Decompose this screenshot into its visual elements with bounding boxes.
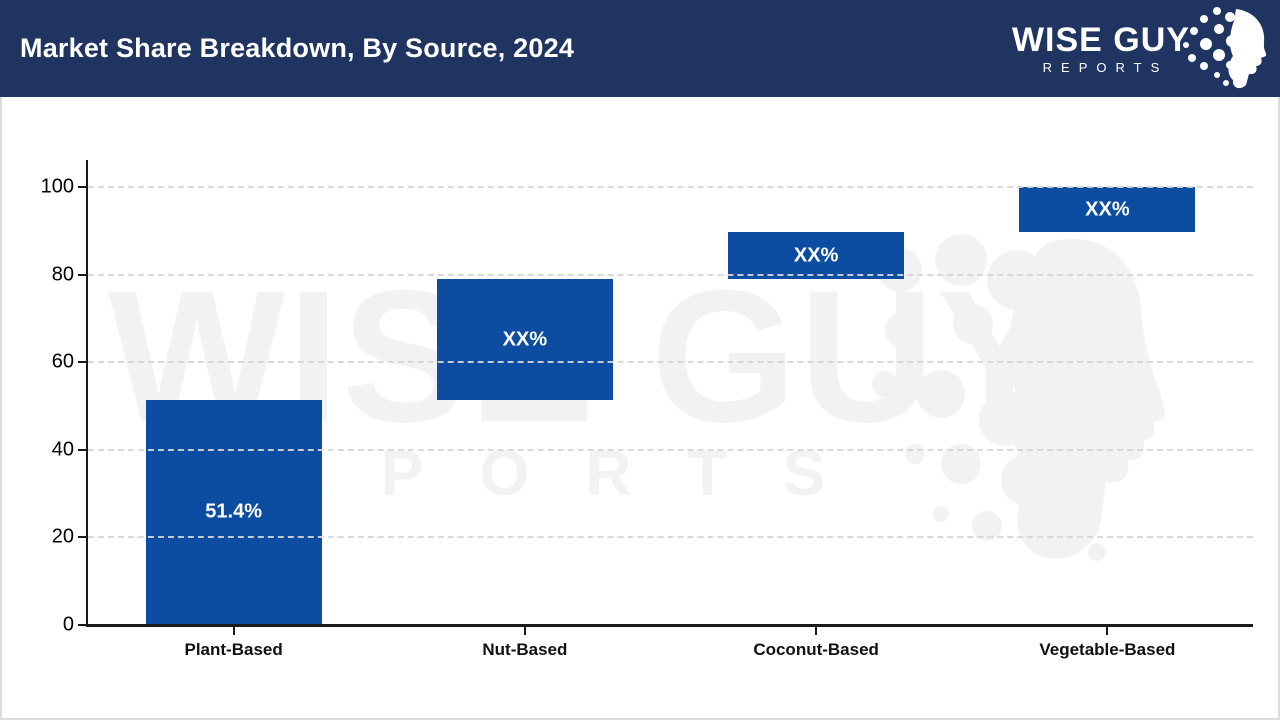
y-tick-mark	[78, 273, 86, 276]
bar-segment	[145, 399, 322, 625]
y-tick-mark	[78, 448, 86, 451]
y-tick-label: 100	[40, 175, 74, 198]
gridline	[88, 361, 1253, 364]
header-banner: Market Share Breakdown, By Source, 2024 …	[0, 0, 1280, 97]
logo-subtext: REPORTS	[1042, 59, 1169, 75]
y-tick-label: 0	[62, 613, 74, 636]
y-tick-mark	[78, 361, 86, 364]
gridline	[88, 536, 1253, 539]
x-tick-mark	[1106, 627, 1109, 635]
x-tick-mark	[232, 627, 235, 635]
y-tick-mark	[78, 536, 86, 539]
y-tick-label: 20	[51, 525, 74, 548]
x-category-label: Nut-Based	[482, 640, 568, 659]
bar-value-label: 51.4%	[205, 500, 262, 523]
x-axis-line	[86, 624, 1253, 627]
bar-segment	[728, 232, 905, 280]
bar-segment	[436, 279, 613, 400]
wise-guy-reports-logo: WISE GUY REPORTS	[1012, 0, 1272, 97]
y-tick-label: 40	[51, 438, 74, 461]
logo-head-icon	[1183, 6, 1267, 88]
y-tick-label: 80	[51, 263, 74, 286]
y-tick-mark	[78, 624, 86, 626]
x-category-label: Vegetable-Based	[1039, 640, 1176, 659]
x-tick-mark	[523, 627, 526, 635]
bar-value-label: XX%	[1085, 198, 1130, 221]
gridline	[88, 186, 1253, 188]
y-axis-line	[86, 160, 88, 627]
y-tick-label: 60	[51, 350, 74, 373]
x-category-label: Coconut-Based	[753, 640, 879, 659]
x-tick-mark	[815, 627, 818, 635]
logo-wordmark: WISE GUY	[1011, 20, 1190, 59]
gridline	[88, 273, 1253, 276]
page-title: Market Share Breakdown, By Source, 2024	[20, 33, 575, 63]
bar-value-label: XX%	[502, 328, 548, 351]
bar-segment	[1019, 187, 1196, 233]
y-tick-mark	[78, 186, 86, 188]
x-category-label: Plant-Based	[184, 640, 283, 659]
gridline	[88, 448, 1253, 451]
bar-value-label: XX%	[793, 244, 839, 267]
logo-text: WISE GUY REPORTS	[1012, 23, 1190, 75]
